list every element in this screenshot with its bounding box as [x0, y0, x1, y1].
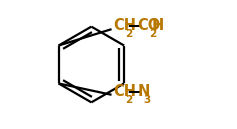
Text: CH: CH [113, 18, 136, 33]
Text: 2: 2 [125, 95, 132, 105]
Text: CO: CO [137, 18, 160, 33]
Text: 2: 2 [149, 29, 156, 39]
Text: H: H [152, 18, 164, 33]
Text: —: — [128, 84, 142, 99]
Text: CH: CH [113, 84, 136, 99]
Text: N: N [137, 84, 150, 99]
Text: 3: 3 [143, 95, 151, 105]
Text: 2: 2 [125, 29, 132, 39]
Text: —: — [128, 18, 142, 33]
